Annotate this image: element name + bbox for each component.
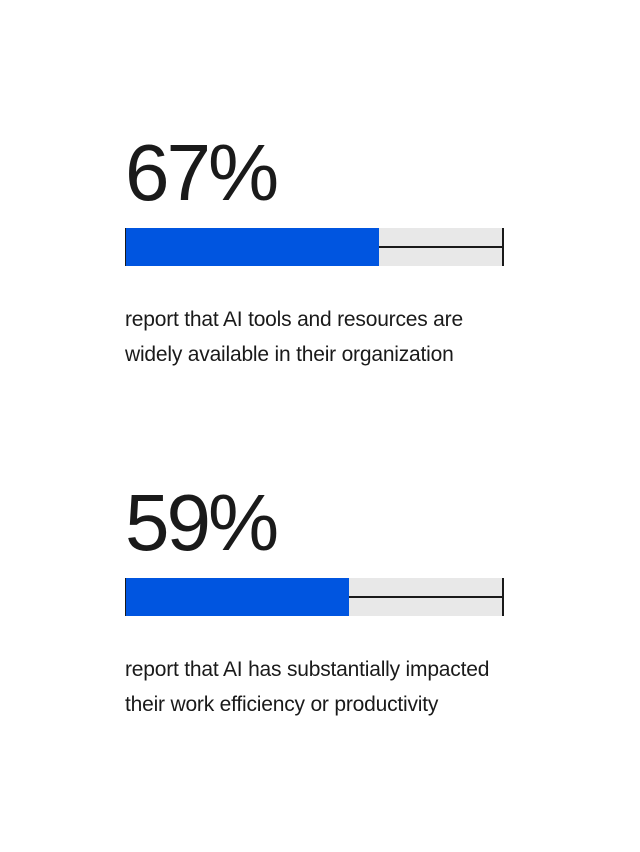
stat-percentage: 59% [125,478,279,567]
progress-bar [125,578,504,616]
progress-start-tick [125,578,126,616]
progress-end-tick [502,228,504,266]
progress-end-tick [502,578,504,616]
stat-description: report that AI has substantially impacte… [125,658,490,716]
stat-block-efficiency: 59% report that AI has substantially imp… [125,478,505,722]
progress-start-tick [125,228,126,266]
stat-block-availability: 67% report that AI tools and resources a… [125,128,505,372]
progress-fill [125,578,349,616]
progress-fill [125,228,379,266]
stat-description: report that AI tools and resources are w… [125,308,463,366]
progress-bar [125,228,504,266]
stat-percentage: 67% [125,128,279,217]
